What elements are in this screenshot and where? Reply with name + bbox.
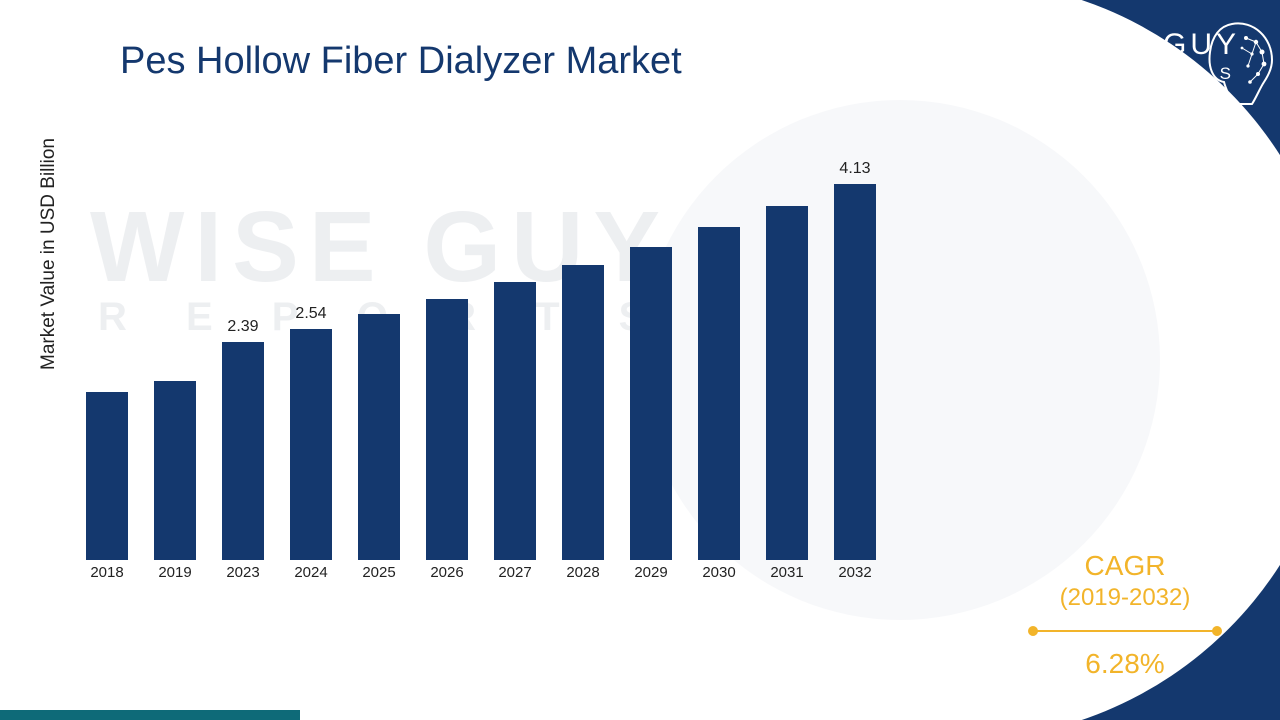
bar	[358, 314, 400, 560]
bar	[154, 381, 196, 560]
x-category-label: 2028	[553, 564, 613, 581]
cagr-divider	[1030, 630, 1220, 632]
logo-line2: R E P O R T S	[1013, 64, 1240, 84]
chart-title: Pes Hollow Fiber Dialyzer Market	[120, 40, 682, 83]
bar	[630, 247, 672, 560]
x-category-label: 2023	[213, 564, 273, 581]
x-category-label: 2019	[145, 564, 205, 581]
cagr-label: CAGR	[1030, 550, 1220, 582]
bar	[766, 206, 808, 560]
bar	[494, 282, 536, 560]
bar	[698, 227, 740, 560]
logo-line1: WISE GUY	[1013, 28, 1240, 62]
cagr-block: CAGR (2019-2032) 6.28%	[1030, 550, 1220, 680]
bar-value-label: 2.54	[281, 305, 341, 323]
x-category-label: 2018	[77, 564, 137, 581]
x-category-label: 2030	[689, 564, 749, 581]
report-card: WISE GUY R E P O R T S Pes Hollow Fiber …	[0, 0, 1280, 720]
cagr-period: (2019-2032)	[1030, 584, 1220, 612]
cagr-value: 6.28%	[1030, 648, 1220, 680]
brand-logo: WISE GUY R E P O R T S	[1013, 28, 1240, 84]
bar	[426, 299, 468, 560]
bar	[562, 265, 604, 560]
y-axis-label: Market Value in USD Billion	[38, 138, 60, 370]
x-category-label: 2027	[485, 564, 545, 581]
bar	[86, 392, 128, 560]
x-category-label: 2029	[621, 564, 681, 581]
x-category-label: 2032	[825, 564, 885, 581]
x-category-label: 2024	[281, 564, 341, 581]
x-category-label: 2025	[349, 564, 409, 581]
bar	[222, 342, 264, 560]
market-bar-chart: 2018 2019 2.39 2023 2.54 2024 2025 2026 2027 2028…	[80, 150, 900, 590]
bottom-accent-bar	[0, 710, 300, 720]
bar	[290, 329, 332, 560]
x-category-label: 2031	[757, 564, 817, 581]
x-category-label: 2026	[417, 564, 477, 581]
bar	[834, 184, 876, 560]
plot-area: 201820192.3920232.5420242025202620272028…	[80, 150, 900, 560]
bar-value-label: 2.39	[213, 318, 273, 336]
bar-value-label: 4.13	[825, 160, 885, 178]
